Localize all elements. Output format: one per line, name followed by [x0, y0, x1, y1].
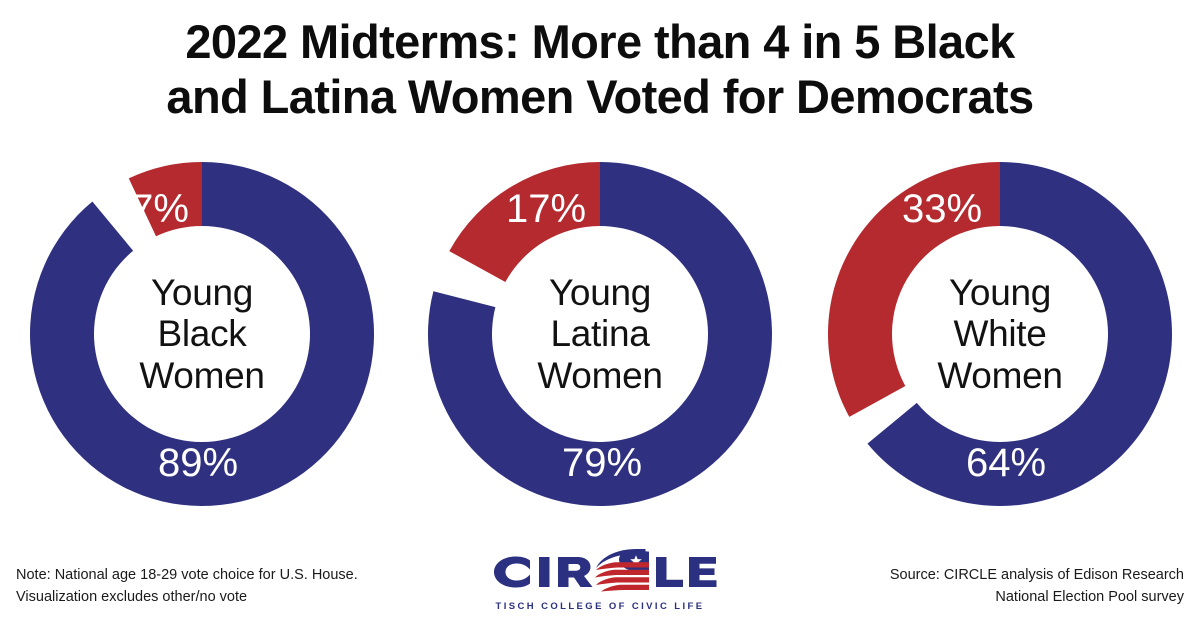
slice-republican-2 [828, 162, 1000, 417]
title-line-2: and Latina Women Voted for Democrats [166, 70, 1034, 124]
donut-chart-young-latina-women: 17% 79% Young Latina Women [426, 160, 774, 508]
donut-chart-young-white-women: 33% 64% Young White Women [826, 160, 1174, 508]
logo-flag-star [630, 555, 642, 566]
donut-chart-row: 7% 89% Young Black Women 17% 79% Young L… [0, 160, 1200, 510]
slice-republican-0 [128, 162, 202, 237]
donut-svg-0 [30, 162, 375, 506]
circle-logo: TISCH COLLEGE OF CIVIC LIFE [478, 546, 722, 612]
circle-wordmark-logo [494, 549, 717, 592]
note-text: Note: National age 18-29 vote choice for… [16, 565, 456, 608]
logo-letter-r [558, 557, 593, 587]
note-line-2: Visualization excludes other/no vote [16, 588, 248, 605]
logo-flag-stripe-1 [596, 562, 649, 570]
donut-slices-0 [30, 162, 375, 506]
footer: Note: National age 18-29 vote choice for… [0, 518, 1200, 630]
page-title: 2022 Midterms: More than 4 in 5 Black an… [0, 14, 1200, 125]
note-prefix: Note: [16, 567, 51, 584]
source-line-2: National Election Pool survey [995, 588, 1184, 605]
slice-democrat-1 [428, 162, 772, 506]
donut-svg-1 [428, 162, 772, 506]
source-line-1: Source: CIRCLE analysis of Edison Resear… [889, 567, 1184, 584]
logo-tagline: TISCH COLLEGE OF CIVIC LIFE [495, 601, 705, 612]
logo-flag-stripe-4 [601, 584, 649, 592]
logo-letter-i [539, 557, 550, 587]
slice-democrat-0 [30, 162, 375, 506]
logo-letter-l [656, 557, 683, 587]
donut-svg-2 [828, 162, 1172, 507]
logo-flag-stripe-3 [596, 577, 649, 585]
donut-chart-young-black-women: 7% 89% Young Black Women [28, 160, 376, 508]
slice-republican-1 [449, 162, 600, 282]
donut-slices-2 [828, 162, 1172, 507]
note-line-1: National age 18-29 vote choice for U.S. … [50, 567, 358, 584]
title-line-1: 2022 Midterms: More than 4 in 5 Black [185, 15, 1015, 68]
donut-slices-1 [428, 162, 772, 506]
slice-democrat-2 [867, 162, 1172, 507]
logo-flag-stripe-2 [595, 569, 649, 578]
source-text: Source: CIRCLE analysis of Edison Resear… [764, 565, 1184, 608]
logo-letter-e [689, 557, 717, 587]
logo-letter-c [494, 556, 530, 588]
